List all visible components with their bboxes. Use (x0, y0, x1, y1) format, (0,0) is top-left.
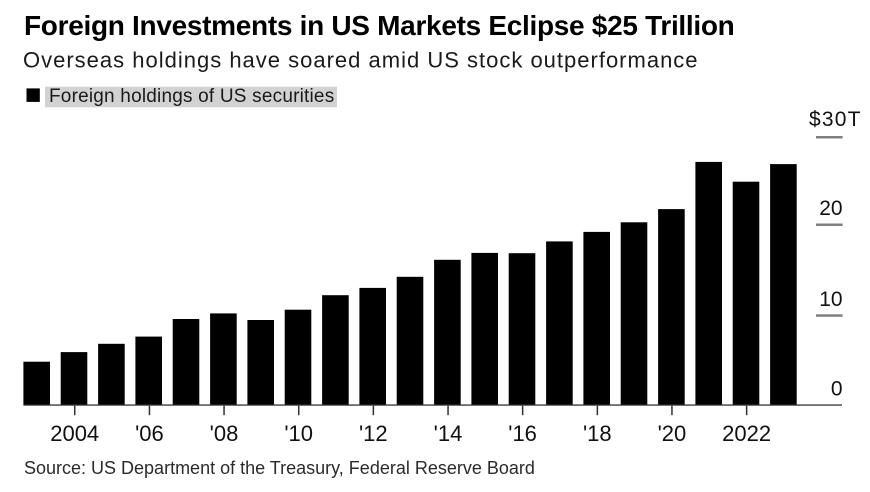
svg-text:20: 20 (819, 197, 842, 220)
svg-text:Source: US Department of the T: Source: US Department of the Treasury, F… (24, 458, 535, 478)
svg-text:Overseas holdings have soared: Overseas holdings have soared amid US st… (23, 48, 699, 73)
svg-text:'14: '14 (434, 421, 463, 446)
svg-text:'10: '10 (284, 421, 313, 446)
svg-text:'18: '18 (583, 421, 612, 446)
svg-text:2004: 2004 (50, 421, 99, 446)
svg-text:'12: '12 (359, 421, 388, 446)
svg-text:'16: '16 (508, 421, 537, 446)
svg-text:Foreign Investments in US Mark: Foreign Investments in US Markets Eclips… (24, 10, 734, 41)
svg-text:'08: '08 (210, 421, 239, 446)
svg-text:'20: '20 (658, 421, 687, 446)
svg-text:'06: '06 (135, 421, 164, 446)
svg-text:$30T: $30T (809, 108, 862, 131)
svg-text:0: 0 (831, 378, 843, 401)
svg-text:Foreign holdings of US securit: Foreign holdings of US securities (49, 86, 334, 107)
svg-text:10: 10 (819, 288, 842, 311)
svg-text:2022: 2022 (722, 421, 771, 446)
